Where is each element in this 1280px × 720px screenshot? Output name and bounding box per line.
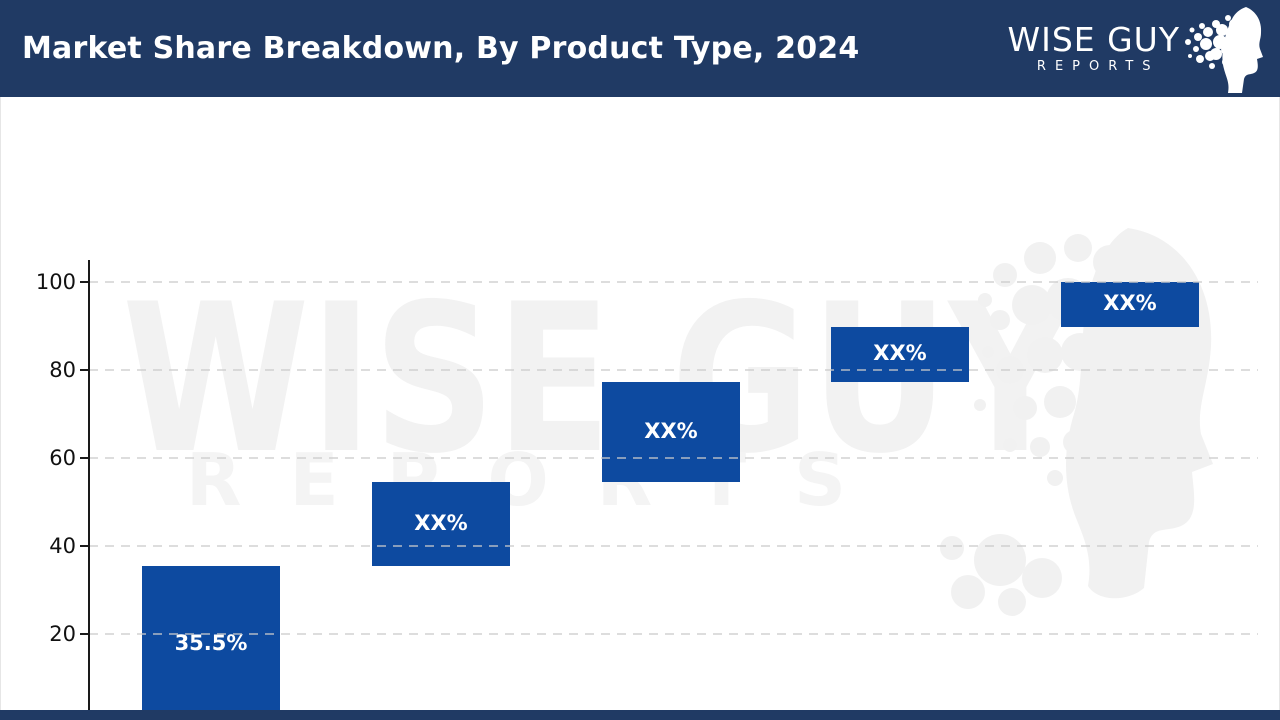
gridline-40 — [89, 545, 1258, 547]
y-tick-40 — [80, 545, 88, 547]
bar-sleeping-bags — [372, 482, 510, 566]
brand-reports-label: REPORTS — [1036, 59, 1160, 75]
waterfall-chart: 02040608010035.5%XX%XX%XX%XX%TentsSleepi… — [0, 97, 1280, 720]
page-title: Market Share Breakdown, By Product Type,… — [22, 31, 860, 66]
brand-face-icon — [1185, 6, 1263, 93]
y-tick-80 — [80, 369, 88, 371]
header-bar: Market Share Breakdown, By Product Type,… — [0, 0, 1280, 97]
y-tick-label-100: 100 — [35, 270, 76, 294]
y-tick-label-20: 20 — [49, 622, 76, 646]
y-tick-label-40: 40 — [49, 534, 76, 558]
footer-bar — [0, 710, 1280, 720]
chart-area: 02040608010035.5%XX%XX%XX%XX%TentsSleepi… — [0, 97, 1280, 720]
brand-logo: WISE GUY REPORTS — [1007, 4, 1266, 94]
bar-value-label: XX% — [873, 341, 927, 366]
bar-value-label: XX% — [644, 419, 698, 444]
bar-cooking-equipment — [831, 326, 969, 382]
bar-value-label: XX% — [414, 511, 468, 535]
y-axis-line — [88, 260, 90, 720]
brand-text: WISE GUY REPORTS — [1007, 19, 1180, 75]
gridline-20 — [89, 633, 1258, 635]
bar-backpacks — [602, 381, 740, 483]
y-tick-20 — [80, 633, 88, 635]
y-tick-label-60: 60 — [49, 446, 76, 470]
gridline-80 — [89, 369, 1258, 371]
y-tick-60 — [80, 457, 88, 459]
bar-value-label: XX% — [1103, 291, 1157, 316]
bar-tents — [142, 565, 280, 720]
gridline-60 — [89, 457, 1258, 459]
y-tick-100 — [80, 281, 88, 283]
y-tick-label-80: 80 — [49, 358, 76, 382]
brand-wiseguy-label: WISE GUY — [1007, 19, 1180, 59]
gridline-100 — [89, 281, 1258, 283]
